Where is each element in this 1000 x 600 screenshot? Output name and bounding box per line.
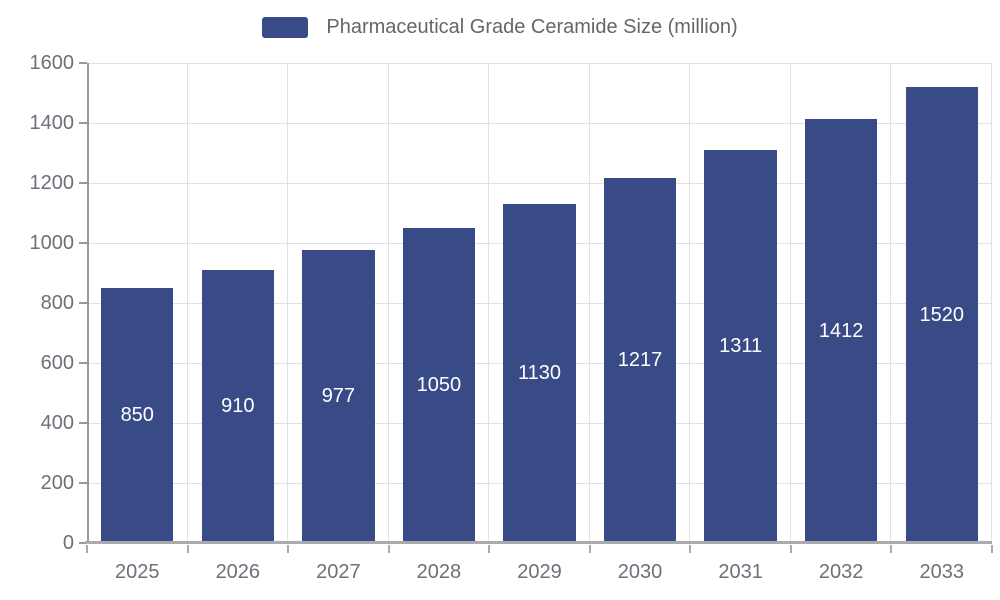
gridline-vertical bbox=[890, 63, 892, 543]
gridline-vertical bbox=[287, 63, 289, 543]
gridline-vertical bbox=[588, 63, 590, 543]
bar-value-label: 1217 bbox=[617, 348, 663, 371]
bar: 1050 bbox=[402, 228, 476, 543]
bar-value-label: 1412 bbox=[818, 319, 864, 342]
y-axis-tick bbox=[79, 242, 87, 244]
bar: 977 bbox=[302, 249, 375, 543]
bar: 910 bbox=[201, 270, 275, 543]
y-axis-tick bbox=[79, 122, 87, 124]
x-axis-tick bbox=[86, 545, 88, 553]
x-axis-tick bbox=[588, 545, 591, 553]
x-axis-tick bbox=[387, 545, 390, 553]
bar-value-label: 1050 bbox=[416, 374, 462, 396]
bar-value-label: 1311 bbox=[719, 334, 763, 357]
gridline-vertical bbox=[387, 63, 389, 543]
x-axis-tick bbox=[287, 545, 290, 553]
bar: 1520 bbox=[905, 87, 978, 543]
gridline-vertical bbox=[789, 63, 791, 543]
y-tick-label: 1000 bbox=[29, 232, 75, 254]
bar-value-label: 1520 bbox=[919, 303, 964, 326]
x-tick-label: 2028 bbox=[416, 561, 462, 583]
y-axis-tick bbox=[79, 542, 87, 544]
y-axis-tick bbox=[79, 182, 87, 184]
gridline-horizontal bbox=[87, 63, 992, 64]
y-tick-label: 200 bbox=[40, 472, 74, 494]
x-axis-tick bbox=[890, 545, 893, 553]
bar: 850 bbox=[101, 288, 174, 543]
y-axis-tick bbox=[79, 62, 87, 64]
y-tick-label: 1200 bbox=[29, 172, 75, 194]
x-tick-label: 2030 bbox=[617, 561, 663, 583]
legend-item[interactable]: Pharmaceutical Grade Ceramide Size (mill… bbox=[0, 16, 1000, 39]
bar-value-label: 977 bbox=[321, 384, 356, 407]
x-tick-label: 2026 bbox=[215, 561, 261, 583]
y-tick-label: 0 bbox=[62, 532, 74, 554]
y-tick-label: 600 bbox=[40, 352, 74, 374]
x-tick-label: 2033 bbox=[919, 561, 964, 583]
legend-swatch bbox=[262, 17, 309, 38]
bar-value-label: 850 bbox=[120, 404, 154, 426]
y-axis-line bbox=[87, 63, 89, 543]
gridline-vertical bbox=[689, 63, 691, 543]
x-axis-tick bbox=[488, 545, 491, 553]
x-tick-label: 2027 bbox=[316, 561, 361, 583]
plot-area: 0 200 400 600 800 1000 1200 1400 1600 2025 2026 202… bbox=[30, 52, 993, 583]
y-axis-tick bbox=[79, 302, 87, 304]
x-axis-tick bbox=[186, 545, 189, 553]
gridline-vertical bbox=[991, 63, 992, 543]
x-axis-line bbox=[85, 541, 992, 544]
bar: 1217 bbox=[603, 177, 677, 543]
x-tick-label: 2025 bbox=[115, 561, 160, 583]
bar: 1311 bbox=[704, 149, 777, 543]
y-axis-tick bbox=[79, 482, 87, 484]
y-axis-tick bbox=[79, 422, 87, 424]
y-axis-tick bbox=[79, 362, 87, 364]
x-axis-tick bbox=[789, 545, 792, 553]
x-axis-tick bbox=[689, 545, 692, 553]
y-tick-label: 1600 bbox=[29, 52, 75, 74]
y-tick-label: 400 bbox=[40, 412, 74, 434]
x-tick-label: 2031 bbox=[718, 561, 763, 583]
x-tick-label: 2029 bbox=[517, 561, 562, 583]
bar: 1412 bbox=[804, 119, 878, 543]
bar-value-label: 910 bbox=[221, 395, 255, 417]
y-tick-label: 800 bbox=[40, 292, 74, 314]
x-tick-label: 2032 bbox=[818, 561, 864, 583]
gridline-horizontal bbox=[87, 183, 992, 184]
gridline-vertical bbox=[488, 63, 490, 543]
gridline-horizontal bbox=[87, 123, 992, 124]
bar: 1130 bbox=[503, 204, 576, 543]
x-axis-tick bbox=[991, 545, 993, 553]
y-tick-label: 1400 bbox=[29, 112, 75, 134]
legend-label: Pharmaceutical Grade Ceramide Size (mill… bbox=[326, 16, 738, 38]
bar-value-label: 1130 bbox=[517, 362, 561, 384]
gridline-vertical bbox=[186, 63, 188, 543]
